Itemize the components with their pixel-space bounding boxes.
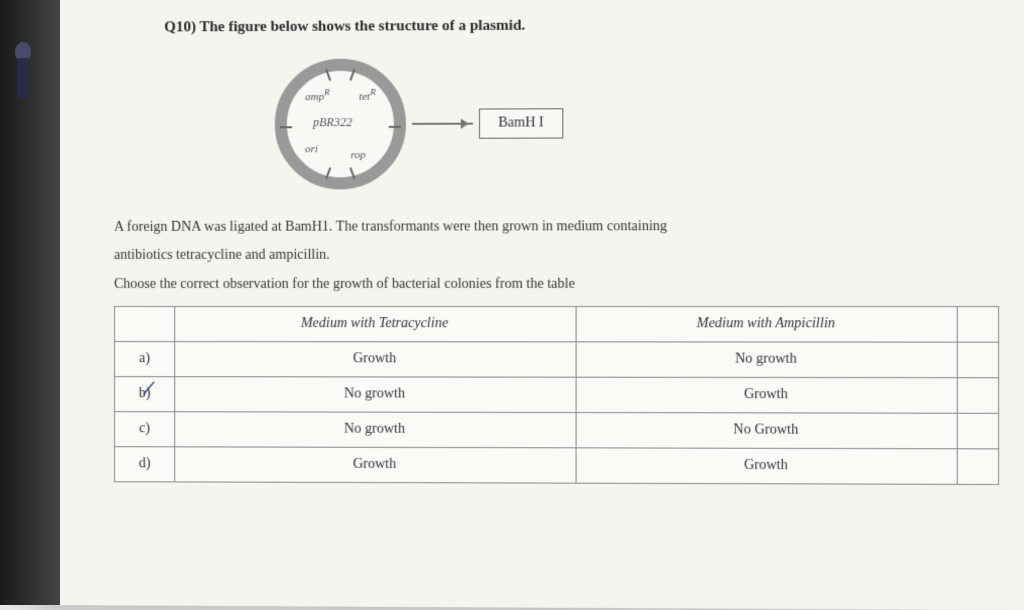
enzyme-label-box: BamH I [479, 108, 563, 139]
question-prompt: Q10) The figure below shows the structur… [164, 15, 999, 36]
plasmid-center-label: pBR322 [313, 115, 352, 130]
header-trailing [957, 307, 998, 343]
arrow-to-label [412, 123, 473, 125]
option-label: c) [115, 412, 175, 447]
pen-tip-decoration [8, 40, 38, 100]
tet-sup: R [370, 87, 376, 97]
option-label: b) ⟋ [115, 377, 175, 412]
table-row: b) ⟋ No growth Growth [115, 377, 999, 414]
option-label: a) [115, 342, 175, 377]
question-number: Q10) [164, 19, 196, 35]
cell-trailing [957, 413, 998, 449]
plasmid-tet-label: tetR [359, 87, 376, 103]
table-row: c) No growth No Growth [115, 412, 999, 449]
option-label: d) [115, 447, 175, 482]
cell-amp: No growth [576, 342, 958, 378]
question-text: The figure below shows the structure of … [199, 18, 525, 36]
plasmid-circle: pBR322 ampR tetR rop ori [275, 58, 406, 189]
cell-tet: Growth [175, 447, 576, 483]
cell-trailing [957, 342, 998, 378]
cell-amp: Growth [576, 448, 958, 485]
cell-tet: No growth [175, 377, 576, 413]
body-line-1: A foreign DNA was ligated at BamH1. The … [114, 216, 999, 240]
amp-sup: R [324, 87, 330, 97]
cell-trailing [957, 378, 998, 414]
table-row: d) Growth Growth [115, 447, 999, 485]
plasmid-amp-label: ampR [305, 87, 330, 103]
plasmid-rop-label: rop [351, 149, 366, 161]
cell-tet: Growth [175, 342, 576, 378]
table-row: a) Growth No growth [115, 342, 999, 378]
body-line-3: Choose the correct observation for the g… [114, 273, 999, 296]
header-empty [115, 307, 175, 342]
amp-text: amp [305, 91, 324, 103]
cell-tet: No growth [175, 412, 576, 448]
plasmid-diagram: pBR322 ampR tetR rop ori BamH I [275, 51, 999, 195]
cell-amp: Growth [576, 377, 958, 413]
header-ampicillin: Medium with Ampicillin [576, 307, 958, 343]
plasmid-ori-label: ori [305, 143, 318, 155]
body-line-2: antibiotics tetracycline and ampicillin. [114, 244, 999, 267]
header-tetracycline: Medium with Tetracycline [175, 307, 576, 342]
handwritten-check-icon: ⟋ [143, 381, 154, 399]
cell-amp: No Growth [576, 413, 958, 449]
table-header-row: Medium with Tetracycline Medium with Amp… [115, 307, 999, 343]
worksheet-page: Q10) The figure below shows the structur… [44, 0, 1024, 610]
cell-trailing [957, 449, 998, 485]
options-table: Medium with Tetracycline Medium with Amp… [114, 306, 999, 485]
tet-text: tet [359, 90, 370, 102]
